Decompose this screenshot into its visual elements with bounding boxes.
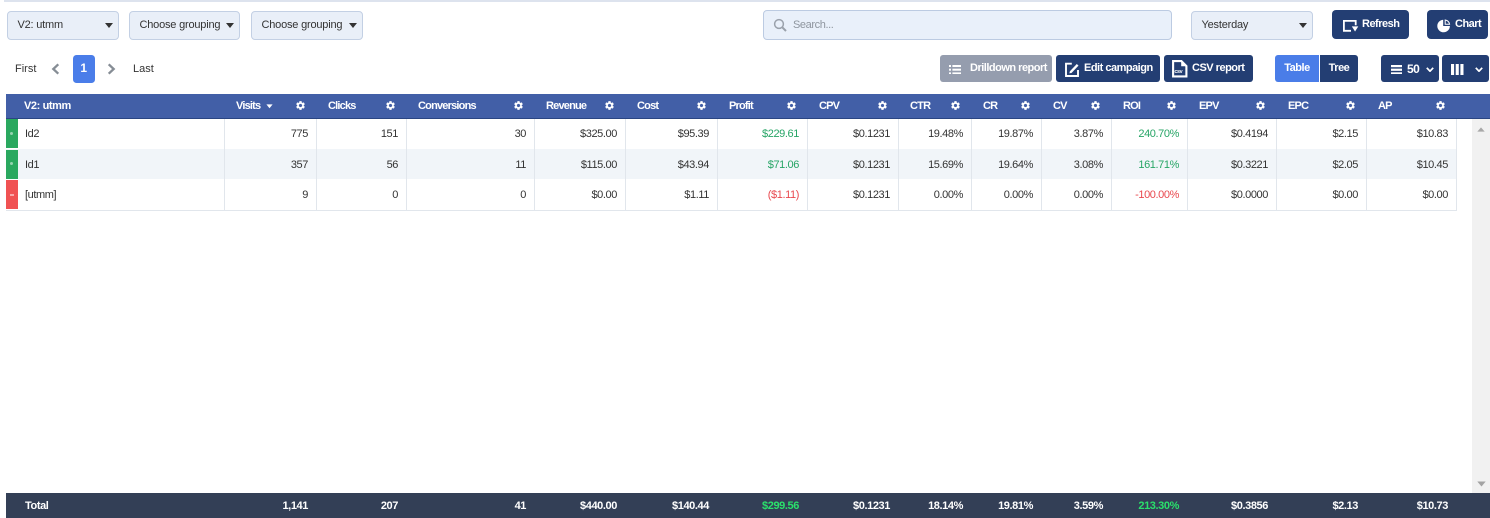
svg-text:csv: csv: [1174, 69, 1182, 75]
